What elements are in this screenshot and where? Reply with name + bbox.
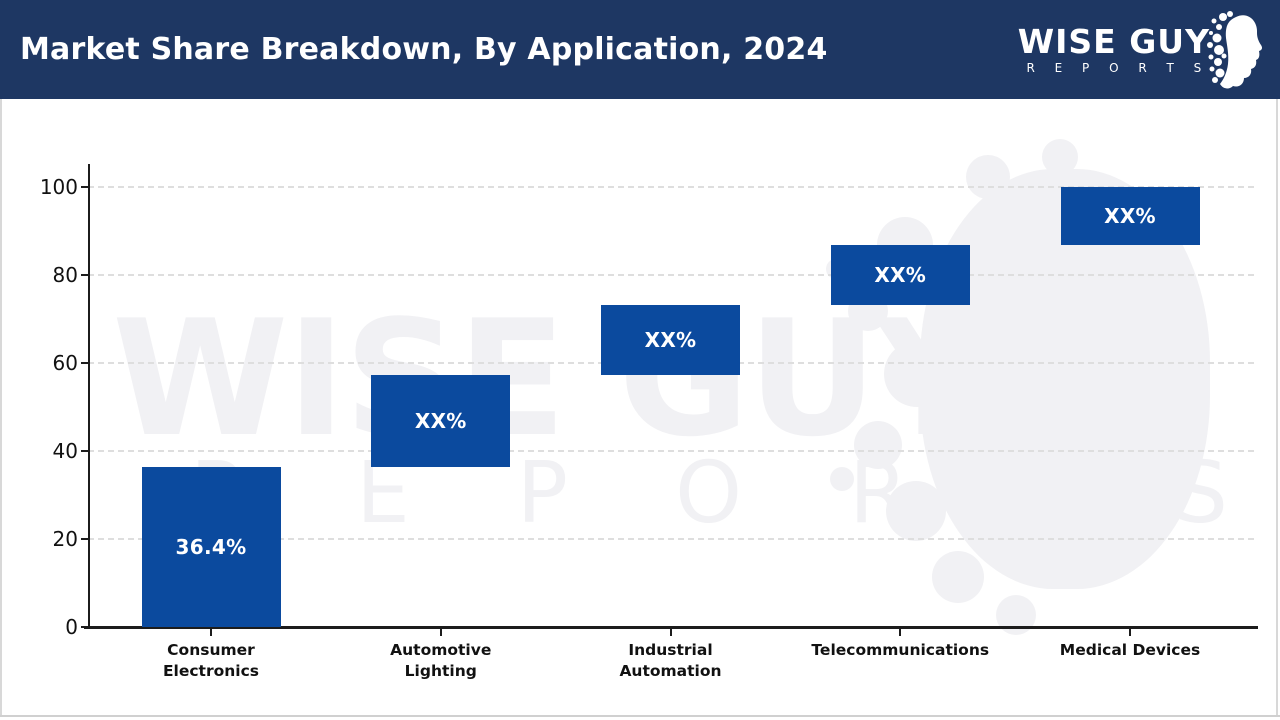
header: Market Share Breakdown, By Application, …	[0, 0, 1280, 99]
y-tick-label-20: 20	[52, 527, 78, 551]
bar-value-label-medical-devices: XX%	[1104, 204, 1156, 229]
x-tick-mark-industrial-automation	[669, 629, 672, 636]
x-tick-mark-automotive-lighting	[439, 629, 442, 636]
y-tick-mark-100	[81, 186, 88, 188]
y-tick-label-40: 40	[52, 439, 78, 463]
bar-consumer-electronics: 36.4%	[141, 466, 281, 627]
page-border-right	[1276, 99, 1278, 717]
category-label-medical-devices: Medical Devices	[1059, 641, 1201, 659]
x-tick-mark-medical-devices	[1129, 629, 1131, 636]
gridline-80	[88, 274, 1254, 276]
bar-value-label-telecommunications: XX%	[874, 262, 927, 287]
category-label-consumer-electronics: Consumer Electronics	[162, 641, 260, 680]
page-border-bottom	[0, 715, 1280, 717]
x-tick-mark-telecommunications	[899, 629, 902, 636]
logo-text: WISE GUY R E P O R T S	[1018, 25, 1210, 74]
bar-value-label-automotive-lighting: XX%	[414, 409, 467, 434]
page-border-left	[0, 99, 2, 717]
y-tick-label-60: 60	[52, 351, 78, 375]
gridline-40	[88, 450, 1254, 452]
category-label-industrial-automation: Industrial Automation	[619, 641, 722, 680]
bar-value-label-consumer-electronics: 36.4%	[175, 534, 247, 559]
bar-telecommunications: XX%	[830, 245, 970, 305]
bar-industrial-automation: XX%	[601, 304, 740, 376]
logo-subtext: R E P O R T S	[1026, 61, 1210, 75]
y-tick-label-0: 0	[65, 615, 78, 639]
y-axis	[88, 164, 90, 629]
wise-guy-reports-logo: WISE GUY R E P O R T S	[1018, 9, 1280, 91]
face-profile-dots-icon	[1207, 10, 1263, 88]
logo-name: WISE GUY	[1017, 22, 1210, 61]
bar-medical-devices: XX%	[1060, 187, 1200, 246]
y-tick-mark-60	[81, 362, 88, 364]
y-tick-mark-40	[81, 450, 88, 452]
category-label-telecommunications: Telecommunications	[811, 641, 990, 659]
watermark: WISE GUY R E P O R T S	[0, 99, 1280, 715]
y-tick-label-100: 100	[39, 175, 78, 199]
watermark-text: WISE GUY	[112, 285, 991, 472]
gridline-100	[88, 186, 1254, 188]
y-tick-mark-80	[81, 274, 88, 276]
bar-automotive-lighting: XX%	[371, 375, 511, 467]
x-tick-mark-consumer-electronics	[210, 629, 212, 636]
category-label-automotive-lighting: Automotive Lighting	[390, 641, 492, 680]
y-tick-mark-20	[81, 538, 88, 540]
y-tick-label-80: 80	[52, 263, 78, 287]
x-axis	[84, 626, 1258, 629]
bar-value-label-industrial-automation: XX%	[644, 328, 697, 353]
page-title: Market Share Breakdown, By Application, …	[20, 32, 828, 67]
gridline-20	[88, 538, 1254, 540]
